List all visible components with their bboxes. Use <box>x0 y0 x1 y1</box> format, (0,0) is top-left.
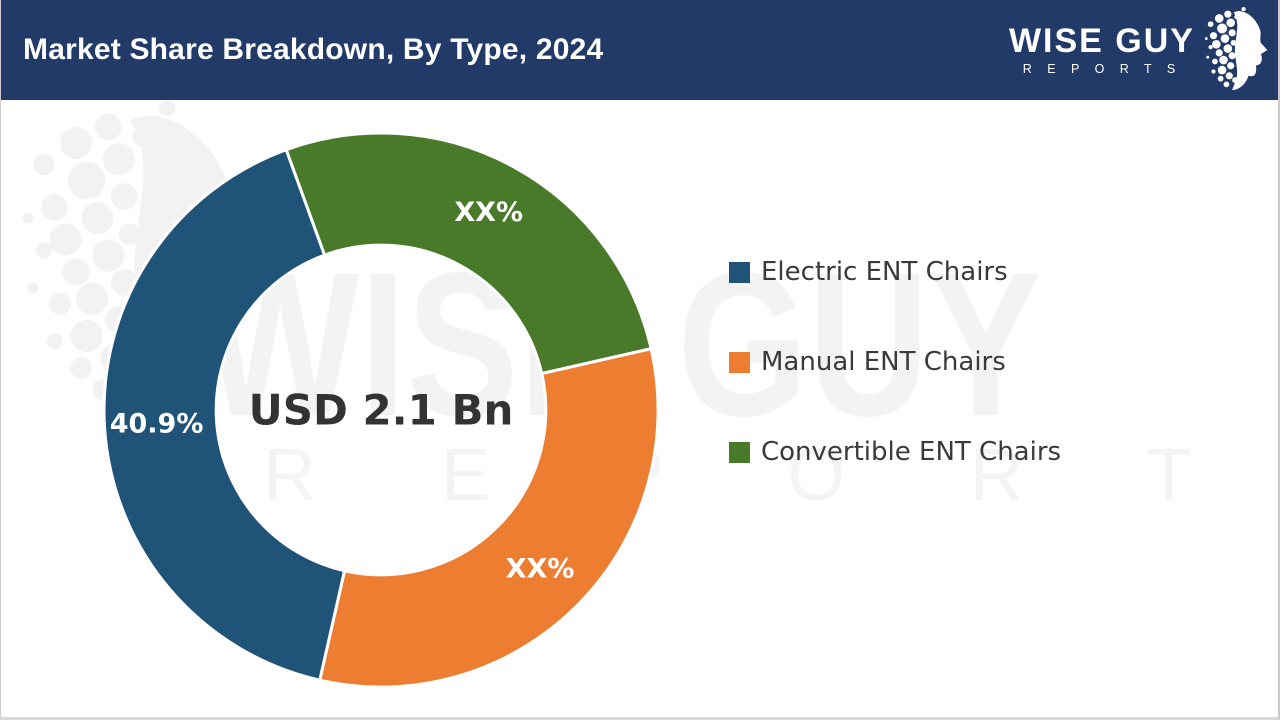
donut-segment-convertible-ent-chairs <box>284 131 653 375</box>
legend-label-electric: Electric ENT Chairs <box>761 257 1008 287</box>
dotted-head-profile-icon <box>1204 7 1268 91</box>
slice-label: 40.9% <box>110 409 204 440</box>
donut-segment-electric-ent-chairs <box>102 148 347 682</box>
brand-logo: WISE GUY R E P O R T S <box>1009 0 1271 100</box>
watermark-subtext: R E P O R T S <box>263 433 1278 516</box>
legend-label-convertible: Convertible ENT Chairs <box>761 437 1062 467</box>
slice-label: XX% <box>454 197 523 228</box>
brand-wordmark-line2: R E P O R T S <box>1022 61 1182 76</box>
legend-swatch-electric <box>729 261 750 283</box>
legend-item-manual: Manual ENT Chairs <box>729 347 1061 377</box>
brand-wordmark-line1: WISE GUY <box>1008 22 1195 61</box>
chart-area: WISE GUY R E P O R T S 40.9%XX%XX% USD 2… <box>1 100 1278 717</box>
donut-slices <box>102 131 660 689</box>
donut-chart: 40.9% XX% XX% USD 2.1 Bn <box>102 131 660 689</box>
donut-center-value: USD 2.1 Bn <box>249 386 514 435</box>
legend-swatch-convertible <box>729 441 750 463</box>
slice-label: XX% <box>506 553 575 584</box>
chart-legend: Electric ENT Chairs Manual ENT Chairs Co… <box>729 257 1062 528</box>
legend-item-convertible: Convertible ENT Chairs <box>729 437 1062 467</box>
brand-wordmark: WISE GUY R E P O R T S <box>1008 22 1195 76</box>
legend-swatch-manual <box>729 351 750 373</box>
donut-segment-manual-ent-chairs <box>318 347 660 689</box>
page-title: Market Share Breakdown, By Type, 2024 <box>23 33 604 66</box>
legend-label-manual: Manual ENT Chairs <box>761 347 1006 377</box>
header: Market Share Breakdown, By Type, 2024 WI… <box>1 0 1278 100</box>
donut-slice-labels: 40.9% XX% XX% <box>110 197 575 584</box>
legend-item-electric: Electric ENT Chairs <box>729 257 1061 287</box>
